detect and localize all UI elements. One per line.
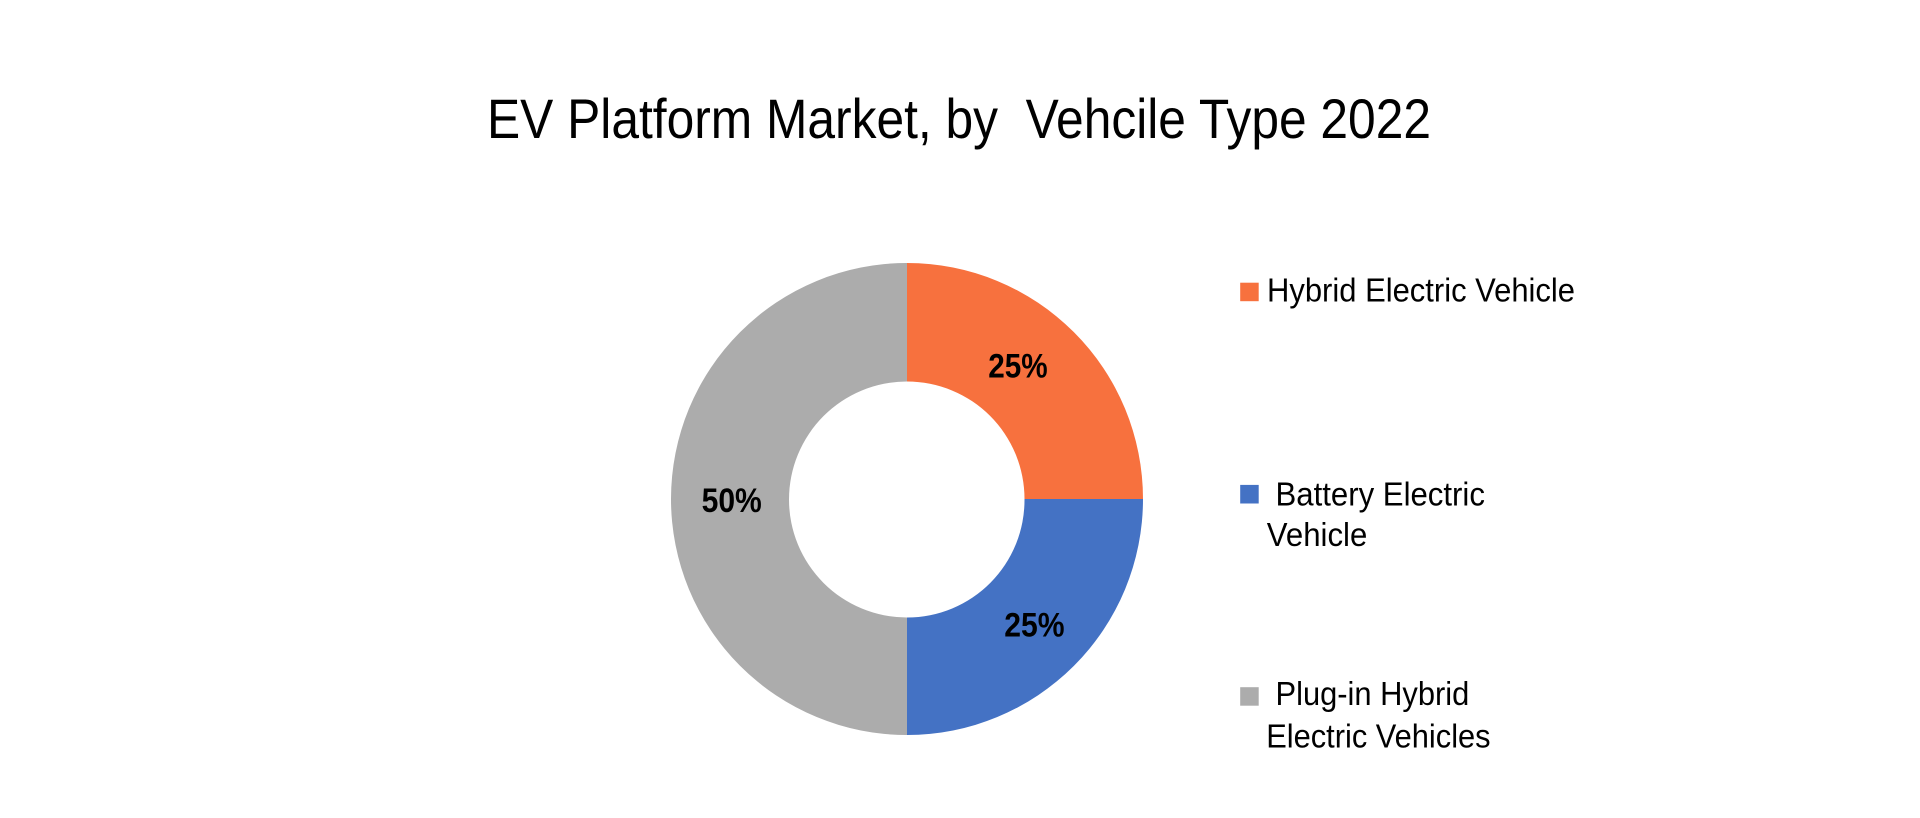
svg-text:EV Platform Market, by Vehcil: EV Platform Market, by Vehcile Type 2022 [487, 87, 1431, 150]
svg-text:Battery Electric: Battery Electric [1276, 476, 1485, 513]
svg-text:25%: 25% [1004, 607, 1064, 645]
svg-text:50%: 50% [702, 482, 762, 520]
svg-text:Vehicle: Vehicle [1267, 516, 1368, 553]
svg-text:Plug-in Hybrid: Plug-in Hybrid [1276, 675, 1470, 712]
svg-text:Electric Vehicles: Electric Vehicles [1266, 718, 1490, 755]
svg-text:Hybrid Electric Vehicle: Hybrid Electric Vehicle [1267, 272, 1575, 309]
svg-text:25%: 25% [988, 348, 1047, 386]
